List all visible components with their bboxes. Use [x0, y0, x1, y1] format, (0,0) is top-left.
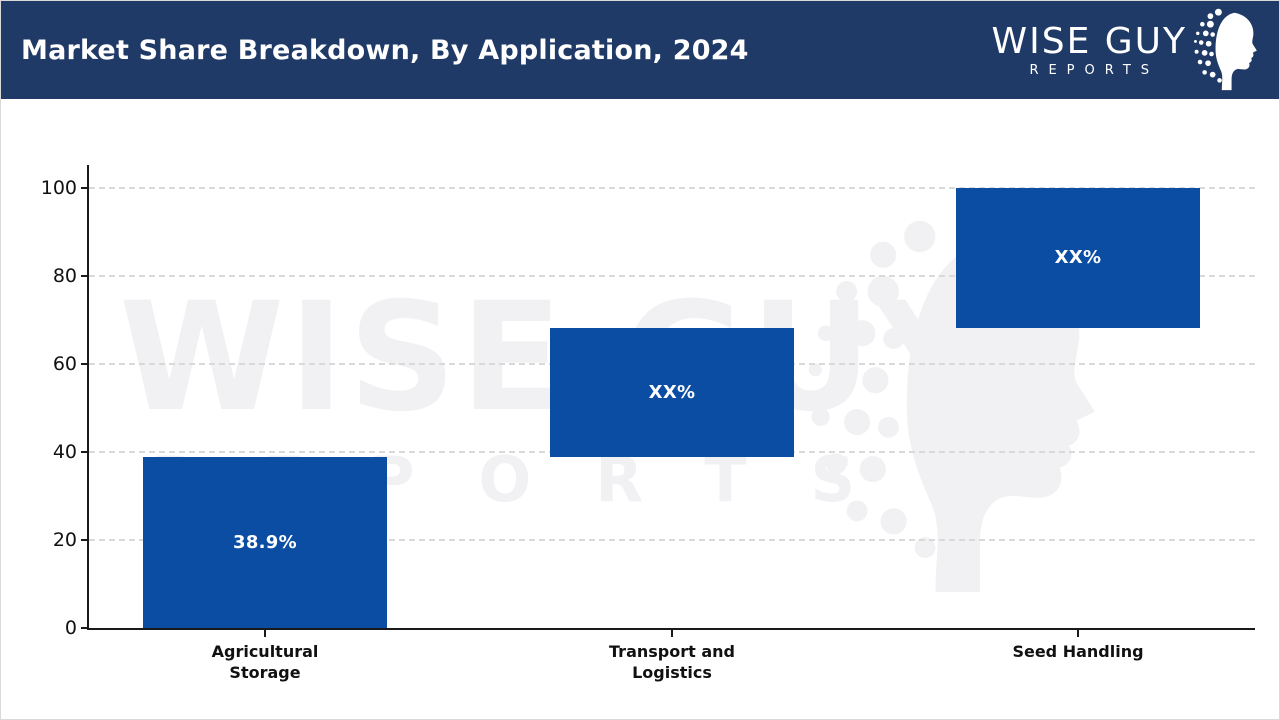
bar-1: 38.9% — [143, 456, 387, 628]
x-axis-category-label: Seed Handling — [918, 641, 1238, 662]
y-axis-tick-mark — [81, 539, 89, 541]
y-gridline — [89, 539, 1255, 541]
y-gridline — [89, 275, 1255, 277]
y-axis-spine — [87, 165, 89, 630]
y-axis-tick-mark — [81, 627, 89, 629]
logo-face-icon — [1194, 8, 1257, 91]
x-axis-category-line: Agricultural — [211, 642, 319, 661]
page-title: Market Share Breakdown, By Application, … — [21, 34, 749, 66]
y-axis-tick-label: 40 — [52, 441, 77, 463]
y-axis-tick-mark — [81, 275, 89, 277]
x-axis-tick-mark — [264, 630, 266, 637]
bar-value-label: 38.9% — [233, 531, 297, 553]
y-axis-tick-mark — [81, 451, 89, 453]
bar-value-label: XX% — [1054, 247, 1102, 269]
bar-2: XX% — [550, 327, 794, 457]
x-axis-category-line: Seed Handling — [1012, 642, 1144, 661]
y-axis-tick-label: 100 — [40, 177, 77, 199]
x-axis-spine — [87, 628, 1255, 630]
y-axis-tick-label: 60 — [52, 353, 77, 375]
bar-value-label: XX% — [648, 381, 696, 403]
brand-logo: WISE GUY REPORTS — [992, 7, 1266, 93]
y-axis-tick-label: 0 — [64, 617, 77, 639]
y-gridline — [89, 187, 1255, 189]
header-bar: Market Share Breakdown, By Application, … — [1, 1, 1279, 99]
bar-3: XX% — [956, 188, 1200, 328]
x-axis-tick-mark — [1077, 630, 1079, 637]
logo-wordmark: WISE GUY — [991, 20, 1187, 62]
y-axis-tick-label: 80 — [52, 265, 77, 287]
y-axis-tick-label: 20 — [52, 529, 77, 551]
x-axis-category-line: Logistics — [632, 663, 712, 682]
x-axis-category-line: Transport and — [609, 642, 735, 661]
y-axis-tick-mark — [81, 187, 89, 189]
logo-subtext: REPORTS — [1029, 62, 1160, 78]
y-axis-tick-mark — [81, 363, 89, 365]
brand-logo-text: WISE GUY REPORTS — [991, 20, 1188, 78]
x-axis-category-label: Transport and Logistics — [512, 641, 832, 683]
x-axis-category-label: Agricultural Storage — [105, 641, 425, 683]
x-axis-tick-mark — [671, 630, 673, 637]
x-axis-category-line: Storage — [229, 663, 301, 682]
